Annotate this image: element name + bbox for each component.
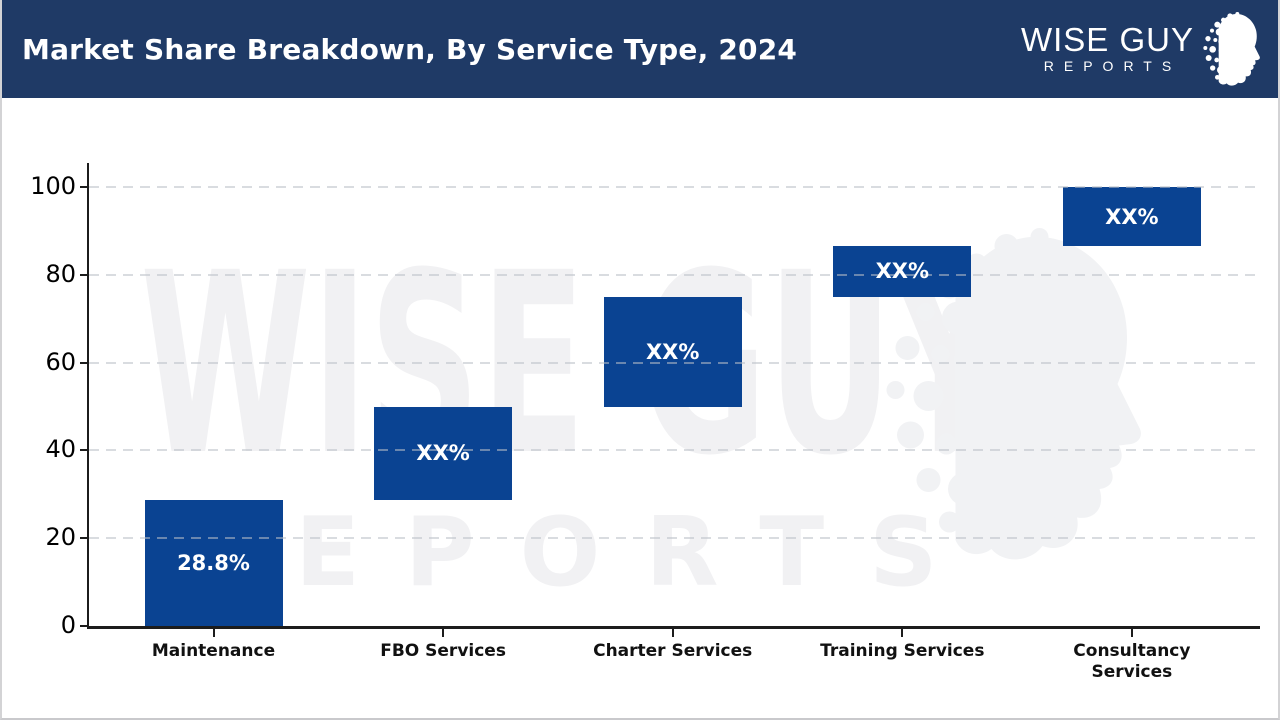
logo-line2: REPORTS bbox=[1043, 58, 1182, 74]
x-tick-mark bbox=[212, 629, 215, 637]
gridline bbox=[89, 537, 1260, 540]
watermark-subtitle: REPORTS bbox=[177, 498, 983, 608]
x-category-label: Training Services bbox=[820, 641, 985, 661]
x-tick-mark bbox=[901, 629, 904, 637]
y-tick-label: 100 bbox=[30, 172, 76, 200]
x-axis bbox=[87, 626, 1260, 629]
x-tick-mark bbox=[1130, 629, 1133, 637]
waterfall-bar bbox=[144, 499, 283, 626]
y-tick-mark bbox=[80, 273, 88, 276]
wiseguy-face-icon bbox=[1198, 7, 1268, 91]
wiseguy-logo: WISE GUY REPORTS bbox=[1021, 7, 1280, 91]
waterfall-bar bbox=[833, 246, 972, 297]
y-tick-mark bbox=[80, 361, 88, 364]
waterfall-bar bbox=[1062, 187, 1201, 247]
x-tick-mark bbox=[671, 629, 674, 637]
waterfall-bar bbox=[603, 296, 742, 407]
x-category-label: Maintenance bbox=[151, 641, 276, 661]
x-category-label: Charter Services bbox=[593, 641, 753, 661]
logo-line1: WISE GUY bbox=[1020, 21, 1194, 58]
gridline bbox=[89, 361, 1260, 364]
gridline bbox=[89, 186, 1260, 188]
x-category-label: FBO Services bbox=[380, 641, 506, 661]
y-tick-mark bbox=[80, 449, 88, 452]
y-tick-mark bbox=[80, 625, 88, 627]
waterfall-bar bbox=[374, 406, 513, 500]
y-tick-label: 0 bbox=[60, 611, 76, 639]
y-tick-label: 20 bbox=[45, 523, 76, 552]
logo-wordmark: WISE GUY REPORTS bbox=[1021, 23, 1194, 75]
y-tick-mark bbox=[80, 186, 88, 188]
x-tick-mark bbox=[442, 629, 445, 637]
y-axis bbox=[87, 163, 89, 629]
gridline bbox=[89, 449, 1260, 452]
header: Market Share Breakdown, By Service Type,… bbox=[2, 0, 1280, 98]
y-tick-label: 60 bbox=[45, 347, 76, 376]
x-category-label: Consultancy Services bbox=[1073, 641, 1191, 682]
y-tick-mark bbox=[80, 537, 88, 540]
y-tick-label: 80 bbox=[45, 259, 76, 288]
y-tick-label: 40 bbox=[45, 435, 76, 464]
gridline bbox=[89, 273, 1260, 276]
page-title: Market Share Breakdown, By Service Type,… bbox=[22, 32, 798, 66]
